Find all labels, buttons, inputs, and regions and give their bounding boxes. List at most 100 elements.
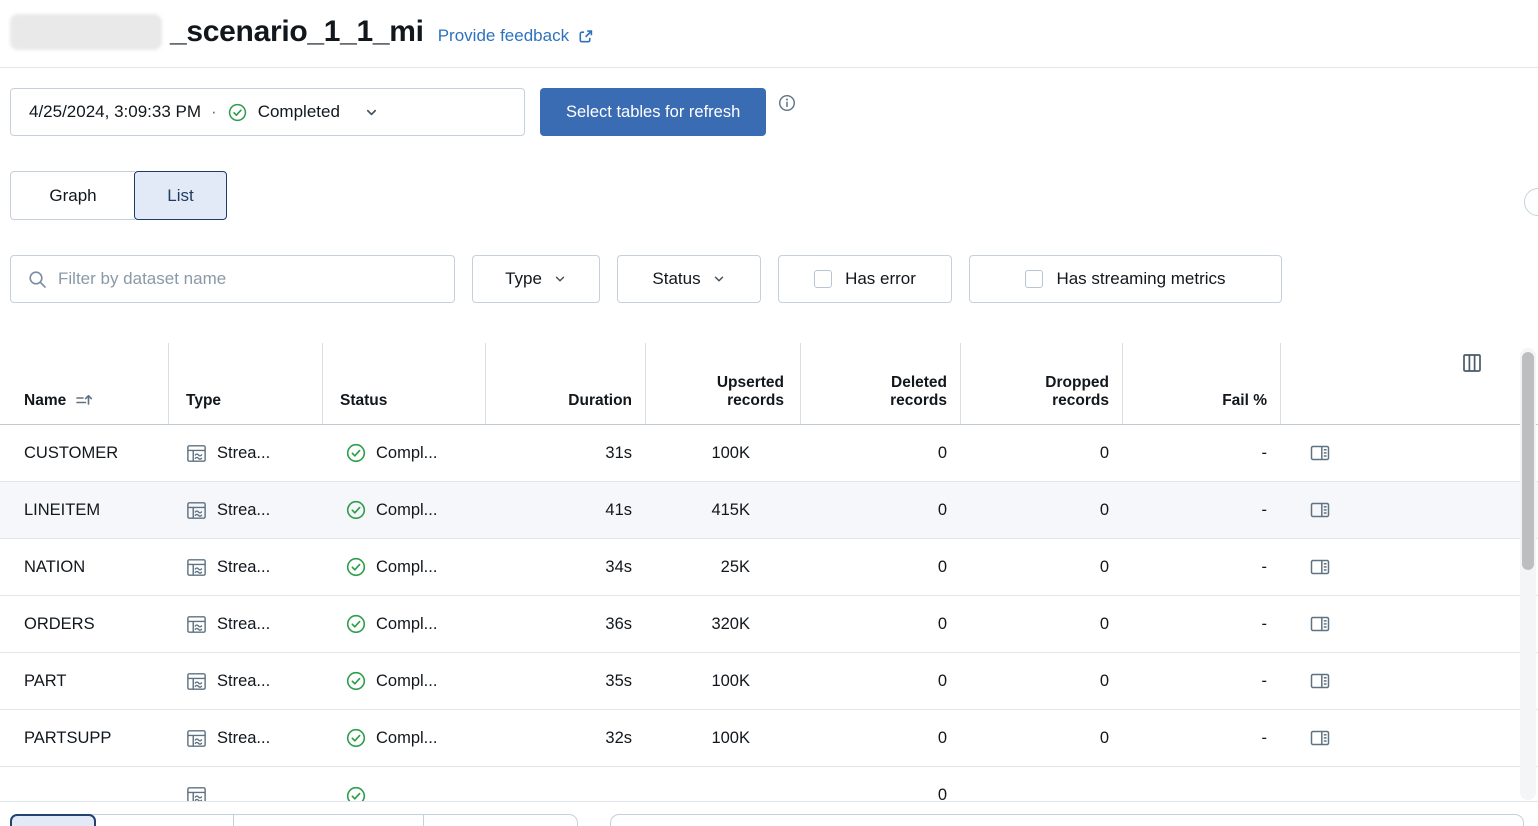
column-header-dropped-records[interactable]: Dropped records xyxy=(960,343,1122,424)
has-error-filter[interactable]: Has error xyxy=(778,255,952,303)
cell-fail-pct: - xyxy=(1261,728,1268,747)
table-row[interactable]: PARTSUPP Strea... xyxy=(0,710,1538,767)
vertical-scrollbar-thumb[interactable] xyxy=(1522,352,1534,570)
cell-status: Compl... xyxy=(322,710,485,766)
cell-dropped-records: 0 xyxy=(1099,671,1109,690)
table-row[interactable]: LINEITEM Strea... xyxy=(0,482,1538,539)
bottom-tab[interactable] xyxy=(233,815,423,826)
tab-list[interactable]: List xyxy=(134,171,227,220)
cell-dataset-name[interactable]: PARTSUPP xyxy=(24,728,112,747)
open-details-panel-icon[interactable] xyxy=(1308,612,1332,636)
column-header-name[interactable]: Name xyxy=(0,343,168,424)
bottom-panel-box[interactable] xyxy=(610,814,1524,826)
cell-fail-pct: - xyxy=(1261,500,1268,519)
cell-status-label: Compl... xyxy=(376,728,438,747)
cell-dataset-name[interactable]: CUSTOMER xyxy=(24,443,119,462)
table-header-row: Name Type Status Duration Upserted recor… xyxy=(0,343,1538,425)
cell-deleted-records: 0 xyxy=(937,443,947,462)
open-details-panel-icon[interactable] xyxy=(1308,441,1332,465)
cell-status: Compl... xyxy=(322,539,485,595)
cell-duration: 31s xyxy=(605,443,632,462)
tab-list-label: List xyxy=(167,185,194,205)
tab-graph[interactable]: Graph xyxy=(10,171,135,220)
cell-fail-pct: - xyxy=(1261,614,1268,633)
status-filter-label: Status xyxy=(652,269,701,288)
provide-feedback-link[interactable]: Provide feedback xyxy=(438,26,595,46)
column-header-type[interactable]: Type xyxy=(168,343,322,424)
cell-status: Compl... xyxy=(322,596,485,652)
sort-ascending-icon[interactable] xyxy=(74,391,93,410)
chevron-down-icon xyxy=(714,276,723,282)
cell-type: Strea... xyxy=(168,539,322,595)
cell-upserted-records: 100K xyxy=(711,443,750,462)
column-header-status[interactable]: Status xyxy=(322,343,485,424)
has-streaming-metrics-label: Has streaming metrics xyxy=(1056,269,1226,288)
column-header-dropped-label: Dropped records xyxy=(1045,373,1109,410)
title-row: _scenario_1_1_mi Provide feedback xyxy=(0,0,1538,50)
type-filter-dropdown[interactable]: Type xyxy=(472,255,600,303)
column-header-duration[interactable]: Duration xyxy=(485,343,645,424)
open-details-panel-icon[interactable] xyxy=(1308,669,1332,693)
column-header-duration-label: Duration xyxy=(568,392,632,410)
column-header-upserted-records[interactable]: Upserted records xyxy=(645,343,800,424)
cell-duration: 35s xyxy=(605,671,632,690)
column-header-status-label: Status xyxy=(340,392,388,410)
status-filter-dropdown[interactable]: Status xyxy=(617,255,761,303)
bottom-tab[interactable] xyxy=(96,815,233,826)
refresh-info-icon[interactable] xyxy=(778,88,796,136)
dataset-search-input[interactable] xyxy=(58,269,438,289)
cell-fail-pct: - xyxy=(1261,671,1268,690)
bottom-tab-selected[interactable] xyxy=(10,814,96,826)
open-details-panel-icon[interactable] xyxy=(1308,498,1332,522)
chevron-down-icon xyxy=(364,105,379,120)
has-streaming-metrics-filter[interactable]: Has streaming metrics xyxy=(969,255,1282,303)
cell-dropped-records: 0 xyxy=(1099,443,1109,462)
streaming-table-icon xyxy=(185,499,208,522)
header-divider xyxy=(0,67,1538,68)
bottom-tab[interactable] xyxy=(423,815,577,826)
cell-fail-pct: - xyxy=(1261,557,1268,576)
cell-type-label: Strea... xyxy=(217,557,271,576)
column-header-deleted-records[interactable]: Deleted records xyxy=(800,343,960,424)
table-row[interactable]: PART Strea... Comp xyxy=(0,653,1538,710)
filter-bar: Type Status Has error Has streaming metr… xyxy=(10,255,1538,303)
page-title: _scenario_1_1_mi xyxy=(170,15,424,48)
cell-status-label: Compl... xyxy=(376,443,438,462)
select-tables-for-refresh-button[interactable]: Select tables for refresh xyxy=(540,88,767,136)
has-streaming-metrics-checkbox[interactable] xyxy=(1025,270,1044,288)
completed-check-icon xyxy=(345,613,367,635)
cell-deleted-records: 0 xyxy=(937,786,947,804)
external-link-icon xyxy=(576,27,595,46)
cell-dataset-name[interactable]: LINEITEM xyxy=(24,500,101,519)
table-row[interactable]: CUSTOMER Strea... xyxy=(0,425,1538,482)
cell-duration: 36s xyxy=(605,614,632,633)
cell-status-label: Compl... xyxy=(376,614,438,633)
table-body: CUSTOMER Strea... xyxy=(0,425,1538,767)
cell-upserted-records: 100K xyxy=(711,671,750,690)
completed-check-icon xyxy=(345,499,367,521)
cell-upserted-records: 100K xyxy=(711,728,750,747)
cell-type-label: Strea... xyxy=(217,671,271,690)
run-selector-dropdown[interactable]: 4/25/2024, 3:09:33 PM · Completed xyxy=(10,88,525,136)
column-settings-icon[interactable] xyxy=(1460,351,1484,375)
has-error-checkbox[interactable] xyxy=(814,270,833,288)
cell-dataset-name[interactable]: ORDERS xyxy=(24,614,95,633)
cell-upserted-records: 415K xyxy=(711,500,750,519)
table-row[interactable]: ORDERS Strea... Co xyxy=(0,596,1538,653)
cell-dataset-name[interactable]: PART xyxy=(24,671,67,690)
completed-check-icon xyxy=(345,670,367,692)
cell-dataset-name[interactable]: NATION xyxy=(24,557,86,576)
dot-separator: · xyxy=(211,102,217,121)
open-details-panel-icon[interactable] xyxy=(1308,726,1332,750)
table-row[interactable]: NATION Strea... Co xyxy=(0,539,1538,596)
column-header-fail-pct[interactable]: Fail % xyxy=(1122,343,1280,424)
dataset-search-box[interactable] xyxy=(10,255,455,303)
streaming-table-icon xyxy=(185,727,208,750)
cell-status-label: Compl... xyxy=(376,671,438,690)
open-details-panel-icon[interactable] xyxy=(1308,555,1332,579)
cell-type-label: Strea... xyxy=(217,614,271,633)
status-check-icon xyxy=(227,102,248,123)
run-bar: 4/25/2024, 3:09:33 PM · Completed Select… xyxy=(10,88,1538,136)
cell-dropped-records: 0 xyxy=(1099,500,1109,519)
